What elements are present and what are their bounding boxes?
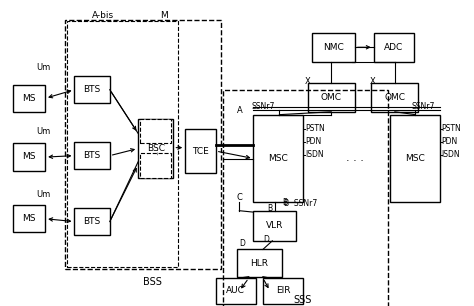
FancyBboxPatch shape [390,115,439,202]
Text: PSTN: PSTN [441,125,461,133]
Text: PDN: PDN [305,137,321,146]
Text: D: D [263,235,269,244]
Text: MS: MS [22,152,36,162]
Text: A: A [237,106,242,115]
Text: HLR: HLR [250,259,268,267]
FancyBboxPatch shape [185,129,216,174]
Text: BTS: BTS [83,151,100,160]
FancyBboxPatch shape [140,153,171,178]
Text: PSTN: PSTN [305,125,325,133]
Text: OMC: OMC [384,93,405,102]
Text: ...: ... [152,147,161,155]
Text: B: B [282,198,287,207]
Text: SSNr7: SSNr7 [251,102,274,110]
FancyBboxPatch shape [374,33,414,62]
Text: . . .: . . . [346,153,364,163]
FancyBboxPatch shape [308,83,355,112]
FancyBboxPatch shape [13,205,45,232]
Text: AUC: AUC [227,286,245,296]
Text: TCE: TCE [192,147,209,156]
Text: MS: MS [22,94,36,103]
FancyBboxPatch shape [237,249,282,277]
FancyBboxPatch shape [74,208,110,235]
Text: OMC: OMC [321,93,342,102]
Text: B  SSNr7: B SSNr7 [284,199,318,208]
Text: B: B [267,204,273,213]
Text: SSS: SSS [294,295,312,304]
FancyBboxPatch shape [254,115,303,202]
Text: C: C [237,193,242,202]
Text: X: X [305,77,310,86]
Text: Um: Um [36,63,51,72]
Text: BTS: BTS [83,217,100,226]
Text: VLR: VLR [266,221,283,230]
FancyBboxPatch shape [216,278,256,304]
FancyBboxPatch shape [138,119,173,178]
Text: Um: Um [36,127,51,136]
FancyBboxPatch shape [254,211,296,241]
Text: BSC: BSC [147,144,164,153]
Text: ADC: ADC [384,43,403,52]
Text: M: M [160,11,168,20]
FancyBboxPatch shape [13,143,45,170]
Text: MSC: MSC [405,154,425,163]
Text: Um: Um [36,190,51,200]
Text: BSS: BSS [143,277,162,287]
FancyBboxPatch shape [312,33,355,62]
FancyBboxPatch shape [140,119,171,143]
Text: ISDN: ISDN [305,150,324,159]
Text: MSC: MSC [268,154,288,163]
FancyBboxPatch shape [74,76,110,103]
Text: X: X [370,77,375,86]
Text: PDN: PDN [441,137,457,146]
FancyBboxPatch shape [371,83,419,112]
Text: D: D [239,239,245,248]
FancyBboxPatch shape [13,84,45,112]
Text: ISDN: ISDN [441,150,460,159]
Text: SSNr7: SSNr7 [411,102,435,110]
FancyBboxPatch shape [74,142,110,169]
Text: NMC: NMC [323,43,344,52]
Text: A-bis: A-bis [91,11,114,20]
Text: MS: MS [22,214,36,223]
Text: BTS: BTS [83,85,100,94]
FancyBboxPatch shape [263,278,303,304]
Text: EIR: EIR [276,286,290,296]
